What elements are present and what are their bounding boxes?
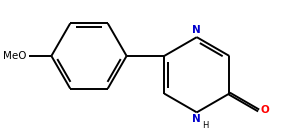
Text: H: H xyxy=(202,121,208,130)
Text: MeO: MeO xyxy=(3,51,27,61)
Text: N: N xyxy=(192,25,201,35)
Text: O: O xyxy=(260,106,269,116)
Text: N: N xyxy=(192,114,201,124)
